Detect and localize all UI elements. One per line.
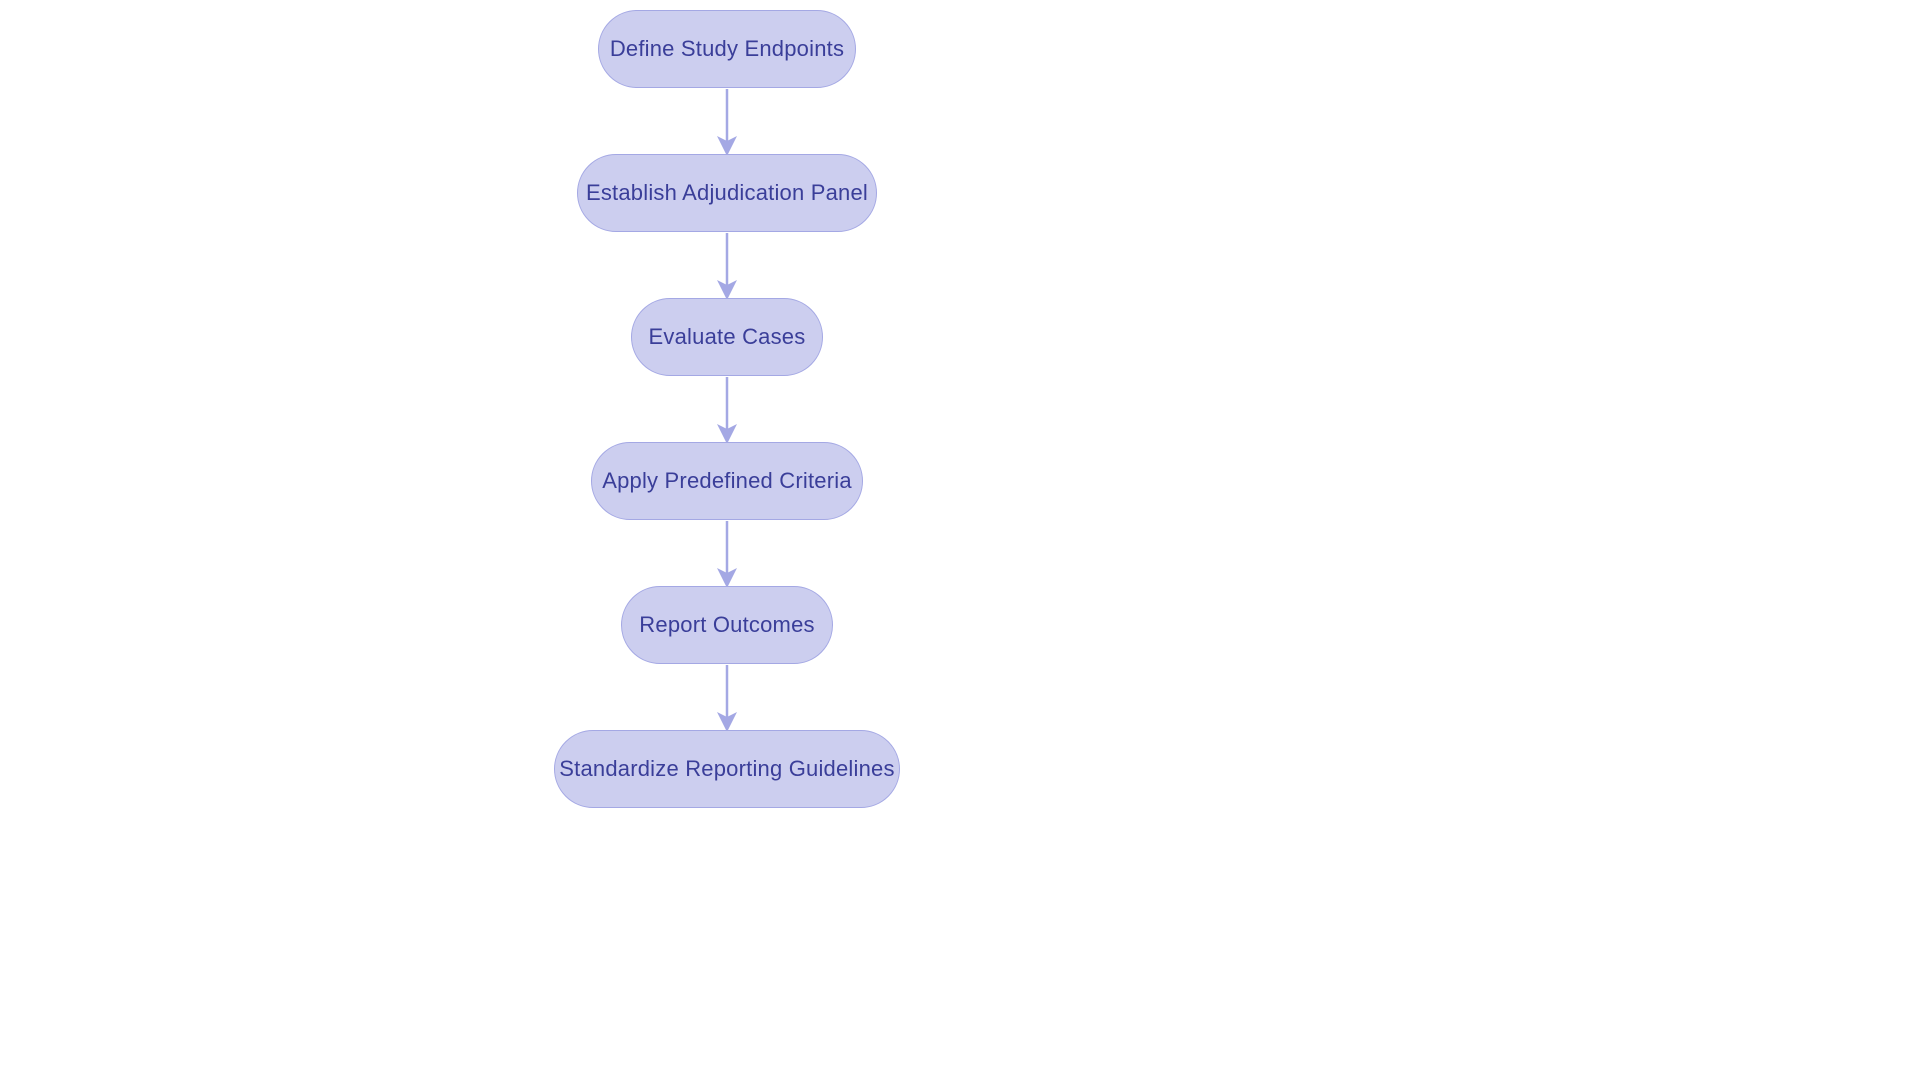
flowchart-node-n1: Define Study Endpoints bbox=[598, 10, 856, 88]
flowchart-node-n5: Report Outcomes bbox=[621, 586, 833, 664]
flowchart-node-n2: Establish Adjudication Panel bbox=[577, 154, 877, 232]
node-label: Report Outcomes bbox=[639, 612, 814, 638]
flowchart-node-n3: Evaluate Cases bbox=[631, 298, 823, 376]
node-label: Define Study Endpoints bbox=[610, 36, 844, 62]
flowchart-node-n4: Apply Predefined Criteria bbox=[591, 442, 863, 520]
node-label: Standardize Reporting Guidelines bbox=[559, 756, 894, 782]
flowchart-container: Define Study Endpoints Establish Adjudica… bbox=[0, 0, 1920, 1083]
node-label: Apply Predefined Criteria bbox=[602, 468, 852, 494]
flowchart-node-n6: Standardize Reporting Guidelines bbox=[554, 730, 900, 808]
node-label: Evaluate Cases bbox=[649, 324, 806, 350]
flowchart-edges bbox=[0, 0, 1920, 1083]
node-label: Establish Adjudication Panel bbox=[586, 180, 868, 206]
